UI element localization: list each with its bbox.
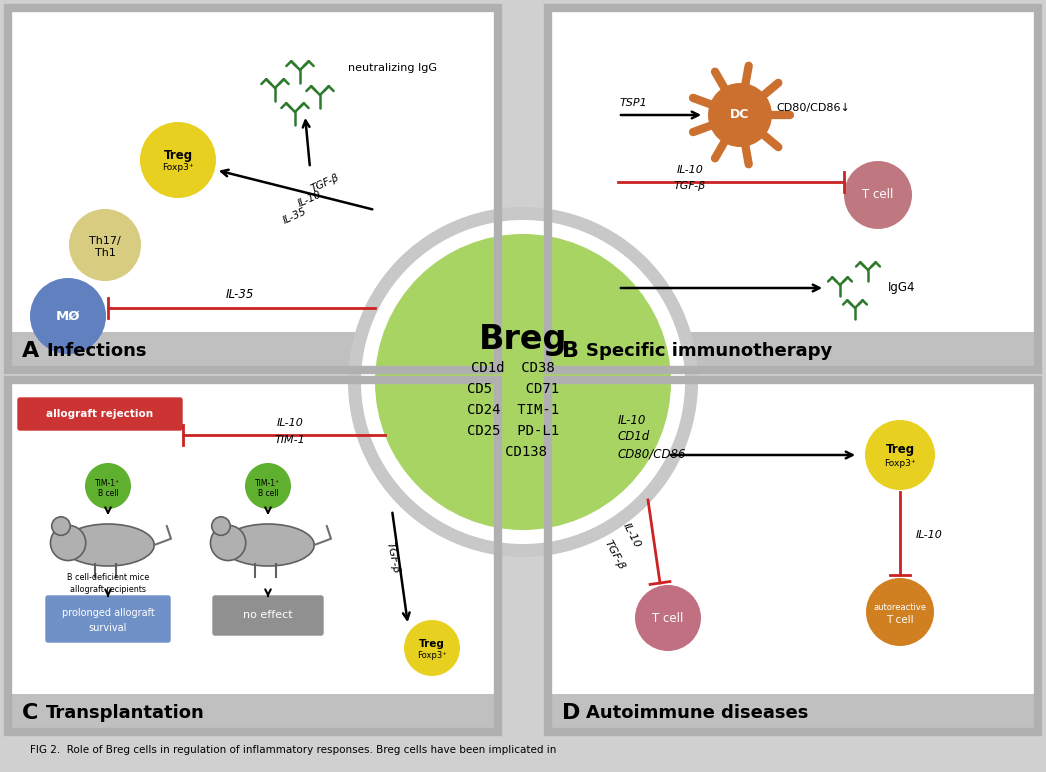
Text: B cell-deficient mice: B cell-deficient mice [67, 574, 150, 583]
Text: CD1d: CD1d [618, 431, 651, 443]
Text: MØ: MØ [55, 310, 81, 323]
Circle shape [708, 83, 772, 147]
Bar [548, 332, 1038, 370]
Text: Treg: Treg [163, 148, 192, 161]
Circle shape [69, 209, 141, 281]
Circle shape [404, 620, 460, 676]
Circle shape [211, 517, 230, 535]
Text: B: B [562, 341, 579, 361]
Bar [548, 380, 1038, 732]
Text: IL-10: IL-10 [621, 521, 642, 549]
Circle shape [30, 278, 106, 354]
Circle shape [210, 525, 246, 560]
Text: T cell: T cell [653, 611, 684, 625]
Text: survival: survival [89, 623, 128, 633]
Text: autoreactive: autoreactive [873, 602, 927, 611]
Text: allograft rejection: allograft rejection [46, 409, 154, 419]
Text: Breg: Breg [479, 323, 567, 357]
Text: CD1d  CD38
CD5    CD71
CD24  TIM-1
CD25  PD-L1
   CD138: CD1d CD38 CD5 CD71 CD24 TIM-1 CD25 PD-L1… [467, 361, 559, 459]
Text: Foxp3⁺: Foxp3⁺ [884, 459, 916, 468]
Text: Th17/: Th17/ [89, 236, 121, 246]
Text: no effect: no effect [243, 610, 293, 620]
Ellipse shape [222, 524, 314, 566]
Text: IL-10: IL-10 [677, 165, 704, 175]
Text: Treg: Treg [419, 639, 445, 649]
Circle shape [348, 207, 698, 557]
FancyBboxPatch shape [46, 596, 170, 642]
Text: IL-35: IL-35 [281, 206, 309, 226]
Text: T cell: T cell [862, 188, 893, 201]
Circle shape [635, 585, 701, 651]
Bar [548, 8, 1038, 370]
FancyBboxPatch shape [213, 596, 323, 635]
Text: TGF-β: TGF-β [674, 181, 706, 191]
FancyBboxPatch shape [18, 398, 182, 430]
Text: C: C [22, 703, 39, 723]
Text: FIG 2.  Role of Breg cells in regulation of inflammatory responses. Breg cells h: FIG 2. Role of Breg cells in regulation … [30, 745, 556, 755]
Text: Foxp3⁺: Foxp3⁺ [162, 164, 194, 172]
Text: Th1: Th1 [94, 248, 115, 258]
Bar [548, 380, 1038, 732]
Bar [8, 332, 498, 370]
Text: IL-10: IL-10 [618, 414, 646, 426]
Text: IL-10: IL-10 [916, 530, 942, 540]
Circle shape [866, 578, 934, 646]
Text: TIM-1⁺: TIM-1⁺ [255, 479, 280, 487]
Text: CD80/CD86↓: CD80/CD86↓ [776, 103, 849, 113]
Text: allograft recipients: allograft recipients [70, 585, 146, 594]
Circle shape [245, 463, 291, 509]
Text: TIM-1⁺: TIM-1⁺ [95, 479, 120, 487]
Text: IL-35: IL-35 [226, 289, 254, 302]
Bar [8, 380, 498, 732]
Text: IgG4: IgG4 [888, 282, 915, 294]
Text: D: D [562, 703, 581, 723]
Ellipse shape [62, 524, 154, 566]
Text: CD80/CD86: CD80/CD86 [618, 448, 686, 461]
Text: neutralizing IgG: neutralizing IgG [348, 63, 437, 73]
Bar [548, 694, 1038, 732]
Text: Autoimmune diseases: Autoimmune diseases [586, 704, 809, 722]
Circle shape [844, 161, 912, 229]
Text: Specific immunotherapy: Specific immunotherapy [586, 342, 833, 360]
Text: prolonged allograft: prolonged allograft [62, 608, 155, 618]
Circle shape [85, 463, 131, 509]
Circle shape [140, 122, 217, 198]
Text: IL-10: IL-10 [276, 418, 303, 428]
Text: B cell: B cell [97, 489, 118, 499]
Circle shape [376, 234, 670, 530]
Circle shape [51, 517, 70, 535]
Text: DC: DC [730, 109, 750, 121]
Text: TSP1: TSP1 [620, 98, 647, 108]
Bar [8, 8, 498, 370]
Bar [548, 8, 1038, 370]
Bar [8, 380, 498, 732]
Bar [8, 694, 498, 732]
Text: T cell: T cell [886, 615, 914, 625]
Text: TGF-β: TGF-β [385, 541, 402, 575]
Text: Treg: Treg [885, 443, 914, 456]
Text: Infections: Infections [46, 342, 146, 360]
Circle shape [865, 420, 935, 490]
Bar [8, 8, 498, 370]
Text: TIM-1: TIM-1 [275, 435, 305, 445]
Text: Foxp3⁺: Foxp3⁺ [417, 652, 447, 661]
Text: IL-10: IL-10 [297, 189, 323, 208]
Text: B cell: B cell [257, 489, 278, 499]
Circle shape [50, 525, 86, 560]
Text: A: A [22, 341, 40, 361]
Text: TGF-β: TGF-β [310, 172, 341, 194]
Text: Transplantation: Transplantation [46, 704, 205, 722]
Text: TGF-β: TGF-β [602, 538, 627, 571]
Circle shape [361, 220, 685, 544]
